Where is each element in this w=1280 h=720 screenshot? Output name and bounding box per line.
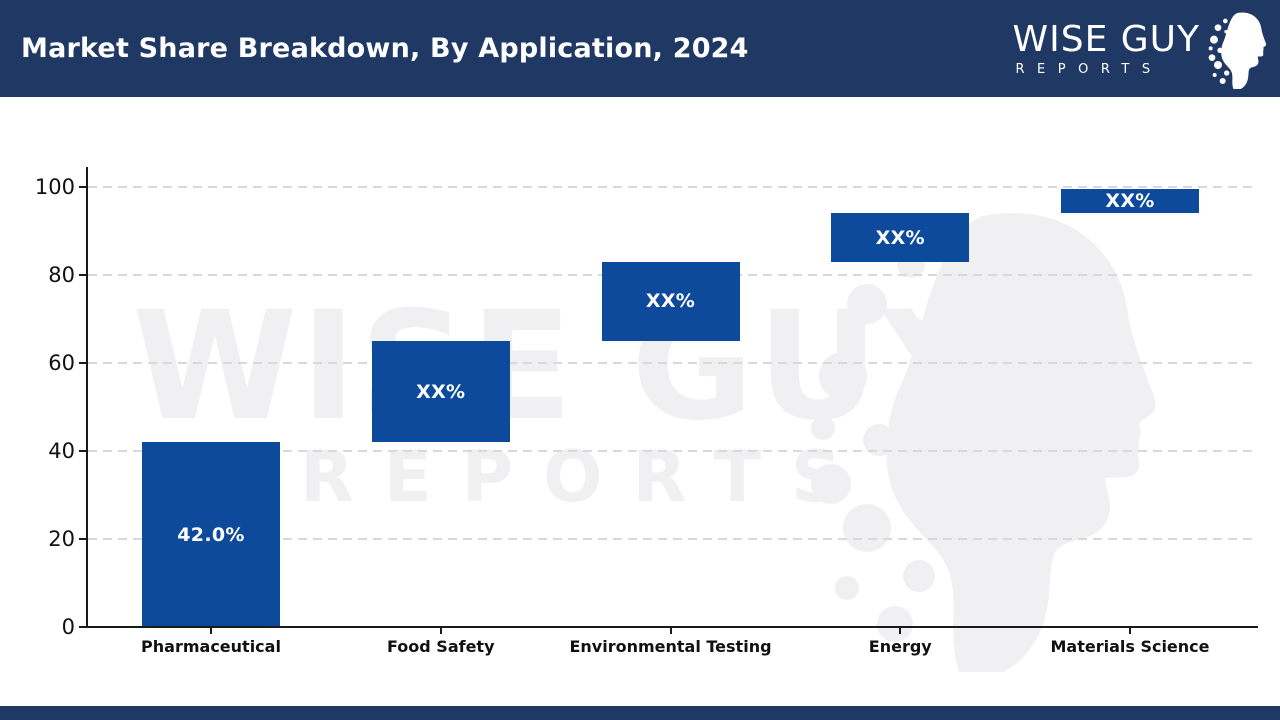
bar-value-label-energy: XX%	[875, 226, 925, 249]
watermark-subtitle: REPORTS	[300, 436, 872, 518]
x-category-label-materials-science: Materials Science	[1050, 637, 1210, 656]
bar-value-label-pharmaceutical: 42.0%	[177, 523, 245, 546]
x-tick-mark-food-safety	[439, 627, 442, 634]
footer-bar	[0, 706, 1280, 720]
bar-food-safety: XX%	[371, 341, 510, 443]
x-tick-mark-pharmaceutical	[210, 627, 212, 634]
y-tick-label-80: 80	[48, 263, 75, 287]
bar-pharmaceutical: 42.0%	[142, 442, 280, 627]
y-tick-mark-100	[79, 186, 87, 188]
x-category-label-environmental-testing: Environmental Testing	[569, 637, 772, 656]
bar-energy: XX%	[831, 213, 970, 262]
y-tick-label-0: 0	[61, 615, 75, 639]
bar-value-label-environmental-testing: XX%	[645, 290, 696, 313]
y-tick-mark-60	[79, 362, 87, 364]
bar-materials-science: XX%	[1061, 189, 1199, 214]
x-category-label-food-safety: Food Safety	[387, 637, 495, 656]
y-gridline-40	[88, 450, 1257, 452]
y-gridline-60	[88, 362, 1257, 364]
page-title: Market Share Breakdown, By Application, …	[21, 33, 749, 64]
logo-subtitle: REPORTS	[1015, 62, 1163, 77]
y-tick-mark-20	[79, 538, 87, 540]
x-category-label-pharmaceutical: Pharmaceutical	[141, 637, 281, 656]
y-tick-label-20: 20	[48, 527, 75, 551]
logo-wordmark: WISE GUY	[1012, 19, 1200, 60]
bar-value-label-materials-science: XX%	[1105, 190, 1155, 213]
y-tick-label-40: 40	[48, 439, 75, 463]
x-tick-mark-environmental-testing	[669, 627, 672, 634]
logo-text: WISE GUY REPORTS	[1012, 19, 1201, 78]
y-axis-line	[86, 167, 88, 628]
y-tick-mark-40	[79, 450, 87, 452]
y-tick-label-60: 60	[48, 351, 75, 375]
y-gridline-100	[88, 186, 1257, 188]
y-gridline-20	[88, 538, 1257, 540]
y-tick-label-100: 100	[34, 175, 75, 199]
x-tick-mark-materials-science	[1129, 627, 1131, 634]
chart-canvas: WISE GUY REPORTS 0 20 40 60 80 100 42.0% Pharma…	[0, 97, 1280, 706]
x-axis-line	[86, 626, 1258, 628]
header-bar: Market Share Breakdown, By Application, …	[0, 0, 1280, 97]
wise-guy-logo: WISE GUY REPORTS	[1013, 7, 1271, 91]
x-tick-mark-energy	[899, 627, 902, 634]
x-category-label-energy: Energy	[868, 637, 932, 656]
logo-face-icon	[1208, 12, 1267, 89]
bar-value-label-food-safety: XX%	[416, 380, 466, 403]
y-tick-mark-80	[79, 274, 87, 276]
bar-environmental-testing: XX%	[601, 261, 740, 341]
y-tick-mark-0	[79, 626, 87, 628]
